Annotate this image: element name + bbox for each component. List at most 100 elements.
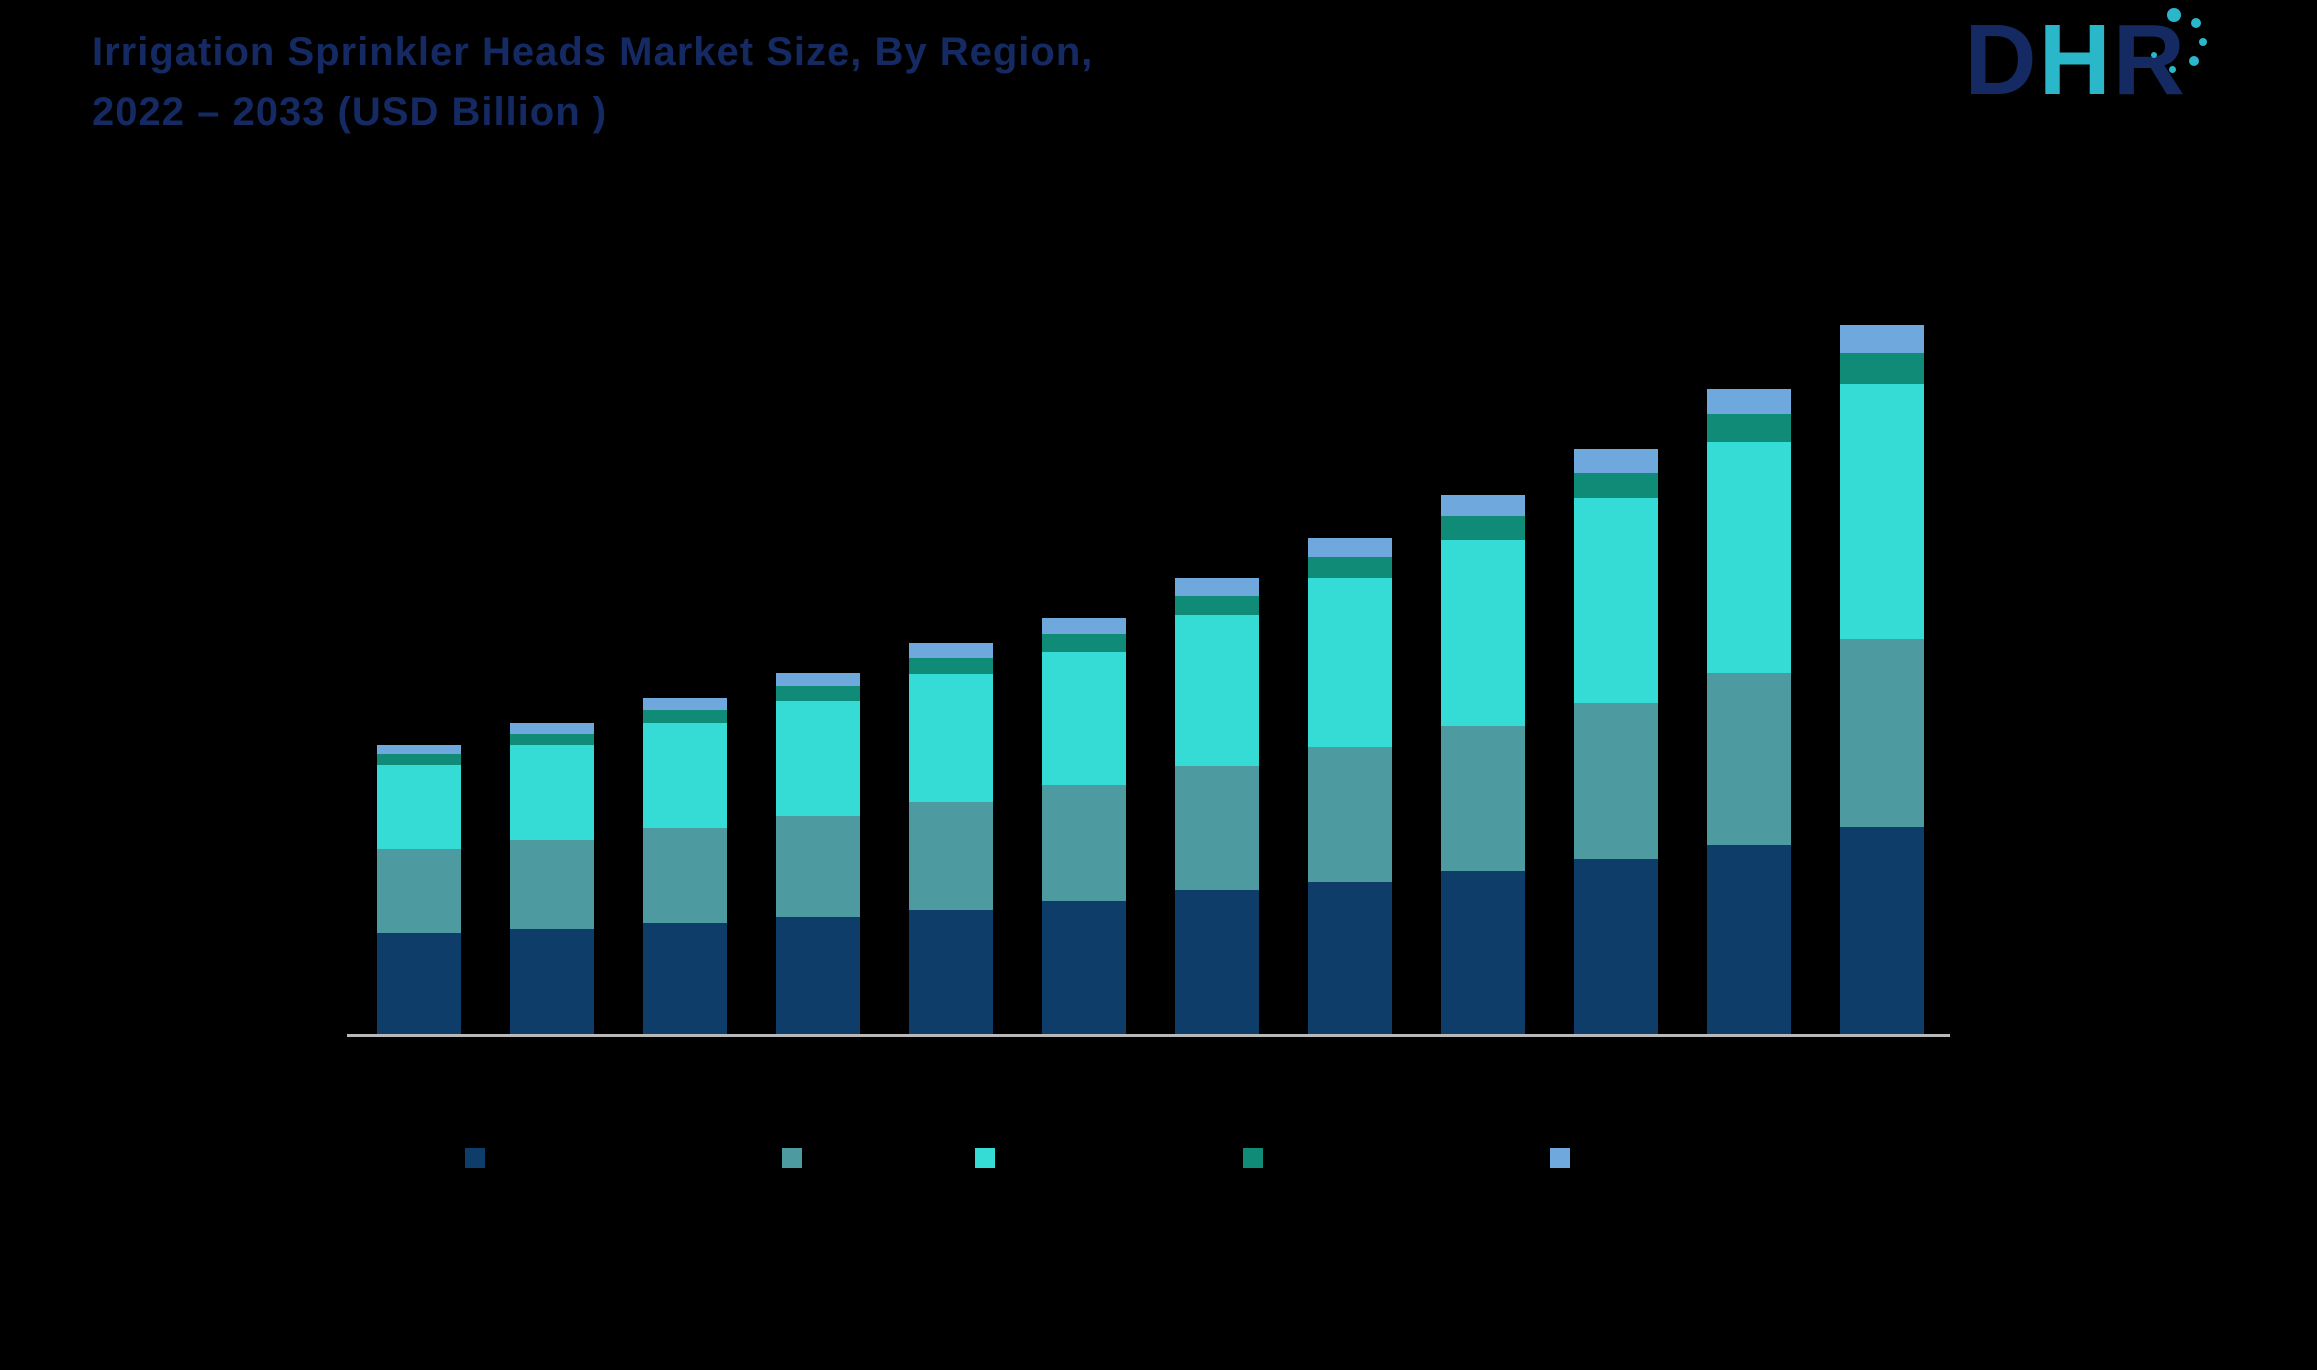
x-axis-label-2029: 2029	[1321, 1048, 1379, 1078]
bar-segment-asia-pacific-2031	[1574, 498, 1658, 703]
chart-title: Irrigation Sprinkler Heads Market Size, …	[92, 22, 1093, 142]
stacked-bar-2024	[643, 698, 727, 1034]
x-axis-label-2026: 2026	[922, 1048, 980, 1078]
legend-label: North America	[497, 1142, 675, 1173]
bar-segment-middle-east-africa-2027	[1042, 618, 1126, 635]
legend-item-middle-east-africa: Middle East & Africa	[1550, 1142, 1833, 1174]
bar-segment-middle-east-africa-2023	[510, 723, 594, 734]
legend-swatch-icon	[1550, 1148, 1570, 1168]
legend-swatch-icon	[465, 1148, 485, 1168]
bar-segment-middle-east-africa-2026	[909, 643, 993, 659]
bar-segment-north-america-2028	[1175, 890, 1259, 1034]
bar-segment-latin-america-2030	[1441, 516, 1525, 540]
chart-title-line2: 2022 – 2033 (USD Billion )	[92, 90, 608, 134]
bar-segment-latin-america-2025	[776, 686, 860, 702]
bar-segment-europe-2033	[1840, 638, 1924, 827]
bar-segment-latin-america-2024	[643, 709, 727, 724]
legend-item-latin-america: Latin America	[1243, 1142, 1445, 1174]
bar-segment-europe-2031	[1574, 702, 1658, 860]
bar-segment-middle-east-africa-2025	[776, 672, 860, 687]
bar-segment-latin-america-2022	[377, 754, 461, 765]
bar-segment-middle-east-africa-2030	[1441, 495, 1525, 517]
bar-segment-latin-america-2028	[1175, 595, 1259, 616]
bar-segment-middle-east-africa-2028	[1175, 578, 1259, 596]
bar-segment-asia-pacific-2030	[1441, 539, 1525, 727]
bar-segment-asia-pacific-2025	[776, 701, 860, 817]
bar-segment-europe-2032	[1707, 672, 1791, 845]
stacked-bar-2032	[1707, 388, 1791, 1034]
x-axis-label-2023: 2023	[523, 1048, 581, 1078]
bar-segment-middle-east-africa-2029	[1308, 538, 1392, 558]
legend-label: Europe	[814, 1142, 905, 1173]
bar-segment-europe-2024	[643, 828, 727, 923]
bar-segment-europe-2025	[776, 816, 860, 918]
bar-segment-north-america-2029	[1308, 881, 1392, 1034]
x-axis-label-2032: 2032	[1720, 1048, 1778, 1078]
legend-label: Latin America	[1275, 1142, 1445, 1173]
plot-area	[377, 300, 1937, 1034]
legend-swatch-icon	[1243, 1148, 1263, 1168]
logo-letter-d: D	[1964, 4, 2039, 116]
stacked-bar-2033	[1840, 325, 1924, 1034]
stacked-bar-2026	[909, 643, 993, 1034]
bar-segment-middle-east-africa-2032	[1707, 388, 1791, 414]
bar-segment-asia-pacific-2023	[510, 745, 594, 841]
bar-segment-asia-pacific-2027	[1042, 652, 1126, 786]
bar-segment-north-america-2023	[510, 928, 594, 1034]
bar-segment-north-america-2027	[1042, 900, 1126, 1034]
x-axis-label-2022: 2022	[390, 1048, 448, 1078]
dhr-logo: DHR	[1964, 10, 2187, 110]
bar-segment-asia-pacific-2032	[1707, 442, 1791, 673]
x-axis-label-2028: 2028	[1188, 1048, 1246, 1078]
bar-segment-north-america-2032	[1707, 844, 1791, 1034]
bar-segment-asia-pacific-2028	[1175, 615, 1259, 767]
stacked-bar-2025	[776, 672, 860, 1034]
bar-segment-north-america-2031	[1574, 859, 1658, 1034]
stacked-bar-2022	[377, 745, 461, 1034]
bar-segment-north-america-2033	[1840, 826, 1924, 1034]
stacked-bar-2028	[1175, 578, 1259, 1034]
stacked-bar-2023	[510, 723, 594, 1034]
x-axis-label-2030: 2030	[1454, 1048, 1512, 1078]
bar-segment-latin-america-2026	[909, 658, 993, 675]
legend-item-north-america: North America	[465, 1142, 674, 1174]
legend-swatch-icon	[782, 1148, 802, 1168]
bar-segment-europe-2028	[1175, 766, 1259, 891]
bar-segment-north-america-2024	[643, 923, 727, 1034]
x-axis-labels: 2022 2023 2024 2025 2026 2027 2028 2029 2030 2031…	[377, 1048, 1937, 1079]
bar-segment-asia-pacific-2024	[643, 723, 727, 829]
bar-segment-latin-america-2032	[1707, 413, 1791, 443]
logo-gear-dots-icon	[2139, 8, 2209, 78]
legend-item-europe: Europe	[782, 1142, 904, 1174]
bar-segment-latin-america-2031	[1574, 473, 1658, 499]
stacked-bar-2031	[1574, 449, 1658, 1034]
bar-segment-middle-east-africa-2031	[1574, 449, 1658, 474]
x-axis-label-2031: 2031	[1587, 1048, 1645, 1078]
bar-segment-asia-pacific-2029	[1308, 578, 1392, 747]
legend-label: Middle East & Africa	[1582, 1142, 1833, 1173]
legend: North America Europe Asia Pacific Latin Ame…	[0, 1142, 2317, 1182]
bar-segment-europe-2030	[1441, 726, 1525, 872]
stacked-bar-2027	[1042, 618, 1126, 1034]
bar-segment-asia-pacific-2026	[909, 674, 993, 802]
bar-segment-latin-america-2023	[510, 733, 594, 746]
bar-segment-north-america-2030	[1441, 871, 1525, 1034]
x-axis-line	[347, 1034, 1950, 1037]
x-axis-label-2027: 2027	[1055, 1048, 1113, 1078]
legend-label: Asia Pacific	[1007, 1142, 1152, 1173]
bar-segment-north-america-2025	[776, 917, 860, 1034]
bar-segment-north-america-2026	[909, 909, 993, 1034]
chart-title-line1: Irrigation Sprinkler Heads Market Size, …	[92, 30, 1094, 74]
bar-segment-north-america-2022	[377, 933, 461, 1034]
stacked-bar-2030	[1441, 495, 1525, 1034]
bar-segment-middle-east-africa-2024	[643, 698, 727, 710]
logo-letter-h: H	[2038, 4, 2113, 116]
x-axis-label-2024: 2024	[656, 1048, 714, 1078]
bar-segment-latin-america-2027	[1042, 634, 1126, 653]
x-axis-label-2033: 2033	[1853, 1048, 1911, 1078]
logo-letter-r: R	[2112, 4, 2187, 116]
bar-segment-europe-2023	[510, 840, 594, 929]
bar-segment-europe-2027	[1042, 785, 1126, 901]
bar-segment-middle-east-africa-2022	[377, 745, 461, 755]
stacked-bar-2029	[1308, 538, 1392, 1034]
